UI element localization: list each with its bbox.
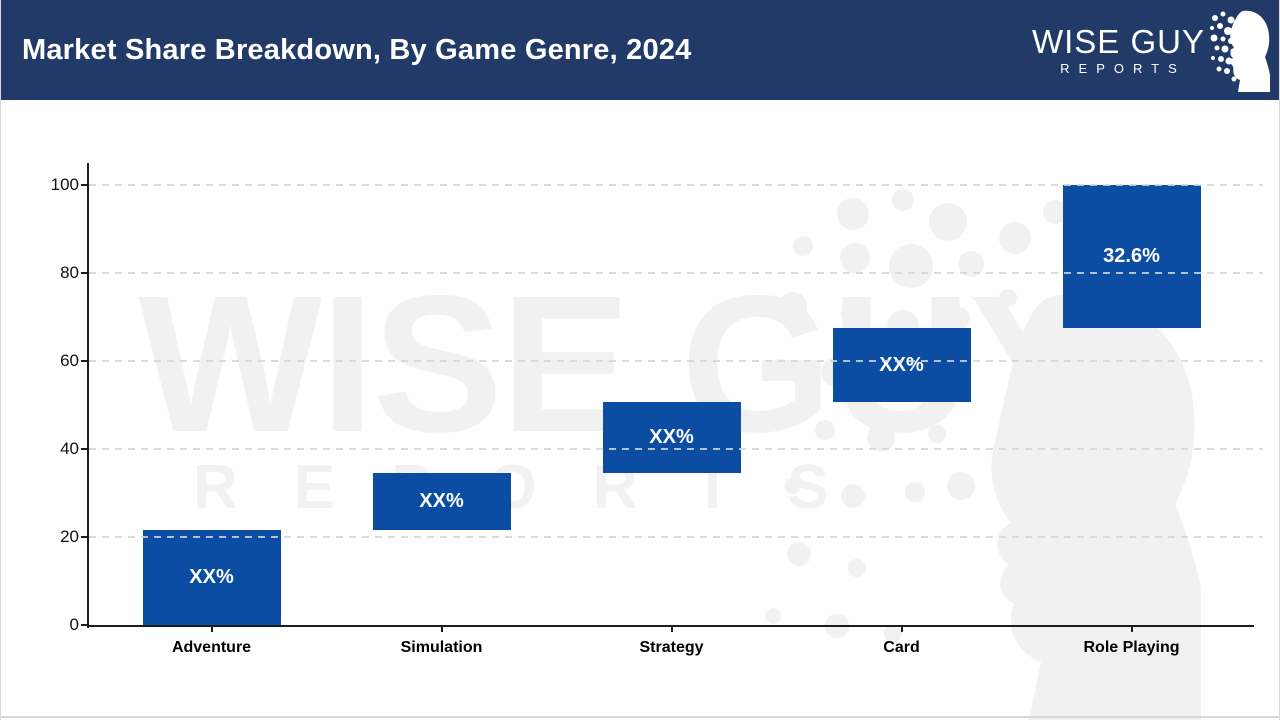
y-tick	[81, 272, 89, 274]
wiseguy-logo: WISE GUY REPORTS	[1032, 8, 1279, 92]
wiseguy-logo-text: WISE GUY REPORTS	[1032, 25, 1205, 75]
bar-simulation: XX%	[372, 473, 511, 530]
bottom-divider	[1, 716, 1279, 718]
y-tick-label: 20	[60, 527, 79, 546]
chart-title: Market Share Breakdown, By Game Genre, 2…	[22, 33, 692, 66]
bar-value-label: XX%	[189, 565, 234, 588]
x-category-label: Card	[883, 639, 920, 656]
x-tick	[210, 625, 213, 632]
y-axis-spine	[86, 163, 89, 628]
bar-value-label: 32.6%	[1103, 245, 1160, 268]
gridline-40	[89, 448, 1263, 450]
bar-role-playing: 32.6%	[1062, 185, 1201, 329]
y-tick	[81, 624, 89, 626]
y-tick	[81, 184, 89, 186]
bar-adventure: XX%	[142, 529, 281, 625]
x-tick	[1130, 625, 1133, 632]
y-tick-label: 40	[60, 439, 79, 458]
wiseguy-head-icon	[1210, 10, 1270, 92]
y-tick-label: 80	[60, 263, 79, 282]
bar-strategy: XX%	[602, 401, 741, 474]
gridline-80	[89, 272, 1263, 274]
x-tick	[440, 625, 443, 632]
y-tick	[81, 536, 89, 538]
y-tick-label: 60	[60, 351, 79, 370]
x-category-label: Role Playing	[1083, 639, 1180, 656]
gridline-60	[89, 360, 1263, 362]
logo-subtitle: REPORTS	[1060, 61, 1186, 76]
y-tick-label: 100	[50, 175, 79, 194]
bar-value-label: XX%	[879, 353, 924, 376]
x-axis-spine	[86, 624, 1254, 627]
gridline-20	[89, 536, 1263, 538]
x-category-label: Strategy	[639, 639, 704, 656]
y-tick	[81, 360, 89, 362]
y-tick-label: 0	[69, 615, 79, 634]
x-category-label: Simulation	[400, 639, 483, 656]
header-band: Market Share Breakdown, By Game Genre, 2…	[1, 0, 1279, 100]
bar-value-label: XX%	[419, 489, 464, 512]
gridline-100	[89, 184, 1263, 186]
x-tick	[900, 625, 903, 632]
bar-value-label: XX%	[649, 426, 694, 449]
x-tick	[670, 625, 673, 632]
x-category-label: Adventure	[171, 639, 252, 656]
bar-card: XX%	[832, 328, 971, 402]
y-tick	[81, 448, 89, 450]
watermark-head-graphic	[733, 189, 1201, 720]
logo-wordmark: WISE GUY	[1031, 23, 1205, 60]
